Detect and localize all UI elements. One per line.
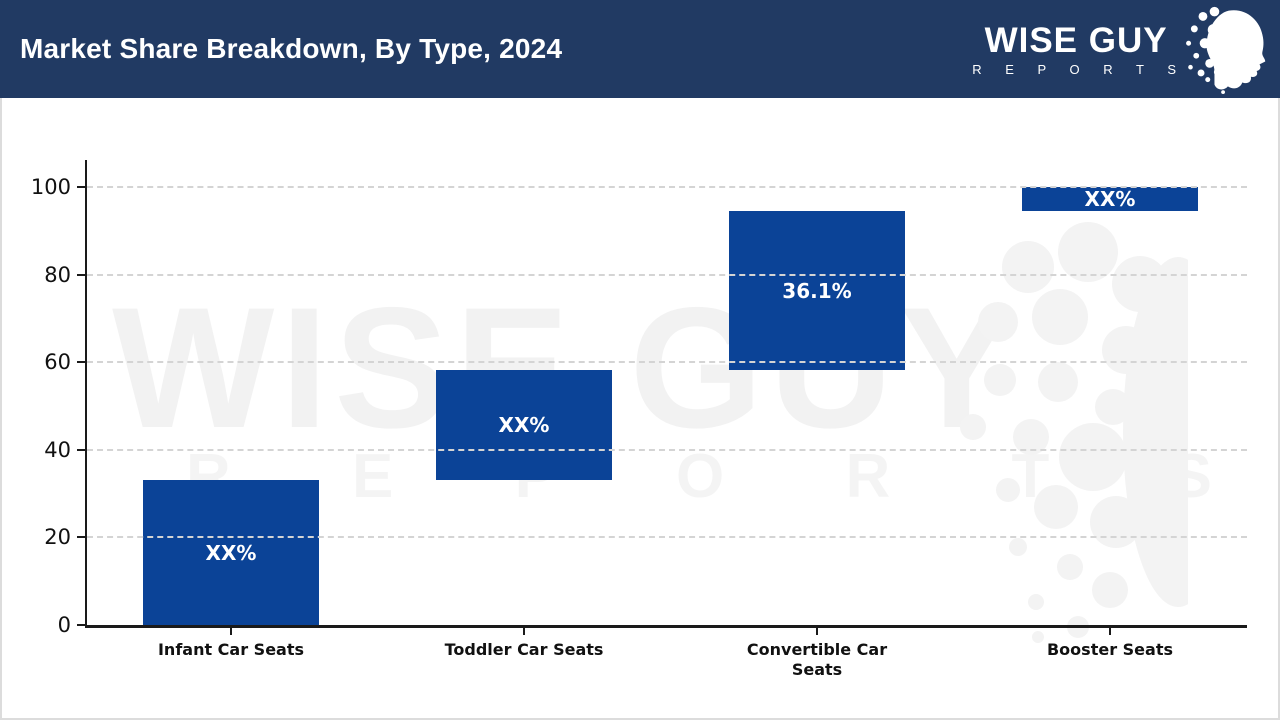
bar-booster-seats: XX% <box>1022 187 1198 212</box>
wiseguy-logo-text: WISE GUY R E P O R T S <box>966 23 1186 76</box>
y-tick-label: 40 <box>44 437 71 462</box>
gridline-100 <box>87 186 1247 188</box>
header-band: Market Share Breakdown, By Type, 2024 WI… <box>0 0 1280 98</box>
bar-toddler-car-seats: XX% <box>436 370 612 481</box>
x-tick-mark <box>816 628 818 635</box>
logo-wordmark: WISE GUY <box>984 20 1168 60</box>
x-tick-mark <box>230 628 232 635</box>
bar-infant-car-seats: XX% <box>143 480 319 625</box>
y-tick-mark <box>77 536 85 539</box>
y-tick-label: 60 <box>44 350 71 375</box>
gridline-80 <box>87 273 1247 276</box>
bar-value-label: XX% <box>498 413 550 438</box>
x-tick-mark <box>523 628 525 635</box>
logo-subtitle: R E P O R T S <box>972 61 1186 77</box>
bar-value-label: 36.1% <box>782 278 852 303</box>
bar-value-label: XX% <box>1084 187 1136 212</box>
x-tick-mark <box>1109 628 1111 635</box>
x-tick-label: Convertible Car Seats <box>746 640 888 679</box>
bar-convertible-car-seats: 36.1% <box>729 211 905 371</box>
wiseguy-logo: WISE GUY R E P O R T S <box>966 0 1270 98</box>
head-watermark-icon <box>960 222 1188 643</box>
y-tick-label: 100 <box>30 175 71 199</box>
y-tick-label: 0 <box>57 613 71 637</box>
y-tick-mark <box>77 361 85 364</box>
x-axis-spine <box>85 625 1247 628</box>
gridline-20 <box>87 536 1247 539</box>
bar-value-label: XX% <box>205 540 257 565</box>
y-tick-mark <box>77 624 85 626</box>
y-tick-label: 20 <box>44 525 71 550</box>
y-axis-spine <box>85 160 87 628</box>
x-tick-label: Toddler Car Seats <box>444 640 604 659</box>
wiseguy-head-logo-icon <box>1186 6 1266 95</box>
gridline-60 <box>87 361 1247 364</box>
y-tick-mark <box>77 273 85 276</box>
y-tick-mark <box>77 448 85 451</box>
y-tick-label: 80 <box>44 262 71 287</box>
y-tick-mark <box>77 186 85 188</box>
x-tick-label: Infant Car Seats <box>157 640 305 659</box>
page-title: Market Share Breakdown, By Type, 2024 <box>20 33 563 64</box>
x-tick-label: Booster Seats <box>1046 640 1173 659</box>
gridline-40 <box>87 448 1247 451</box>
